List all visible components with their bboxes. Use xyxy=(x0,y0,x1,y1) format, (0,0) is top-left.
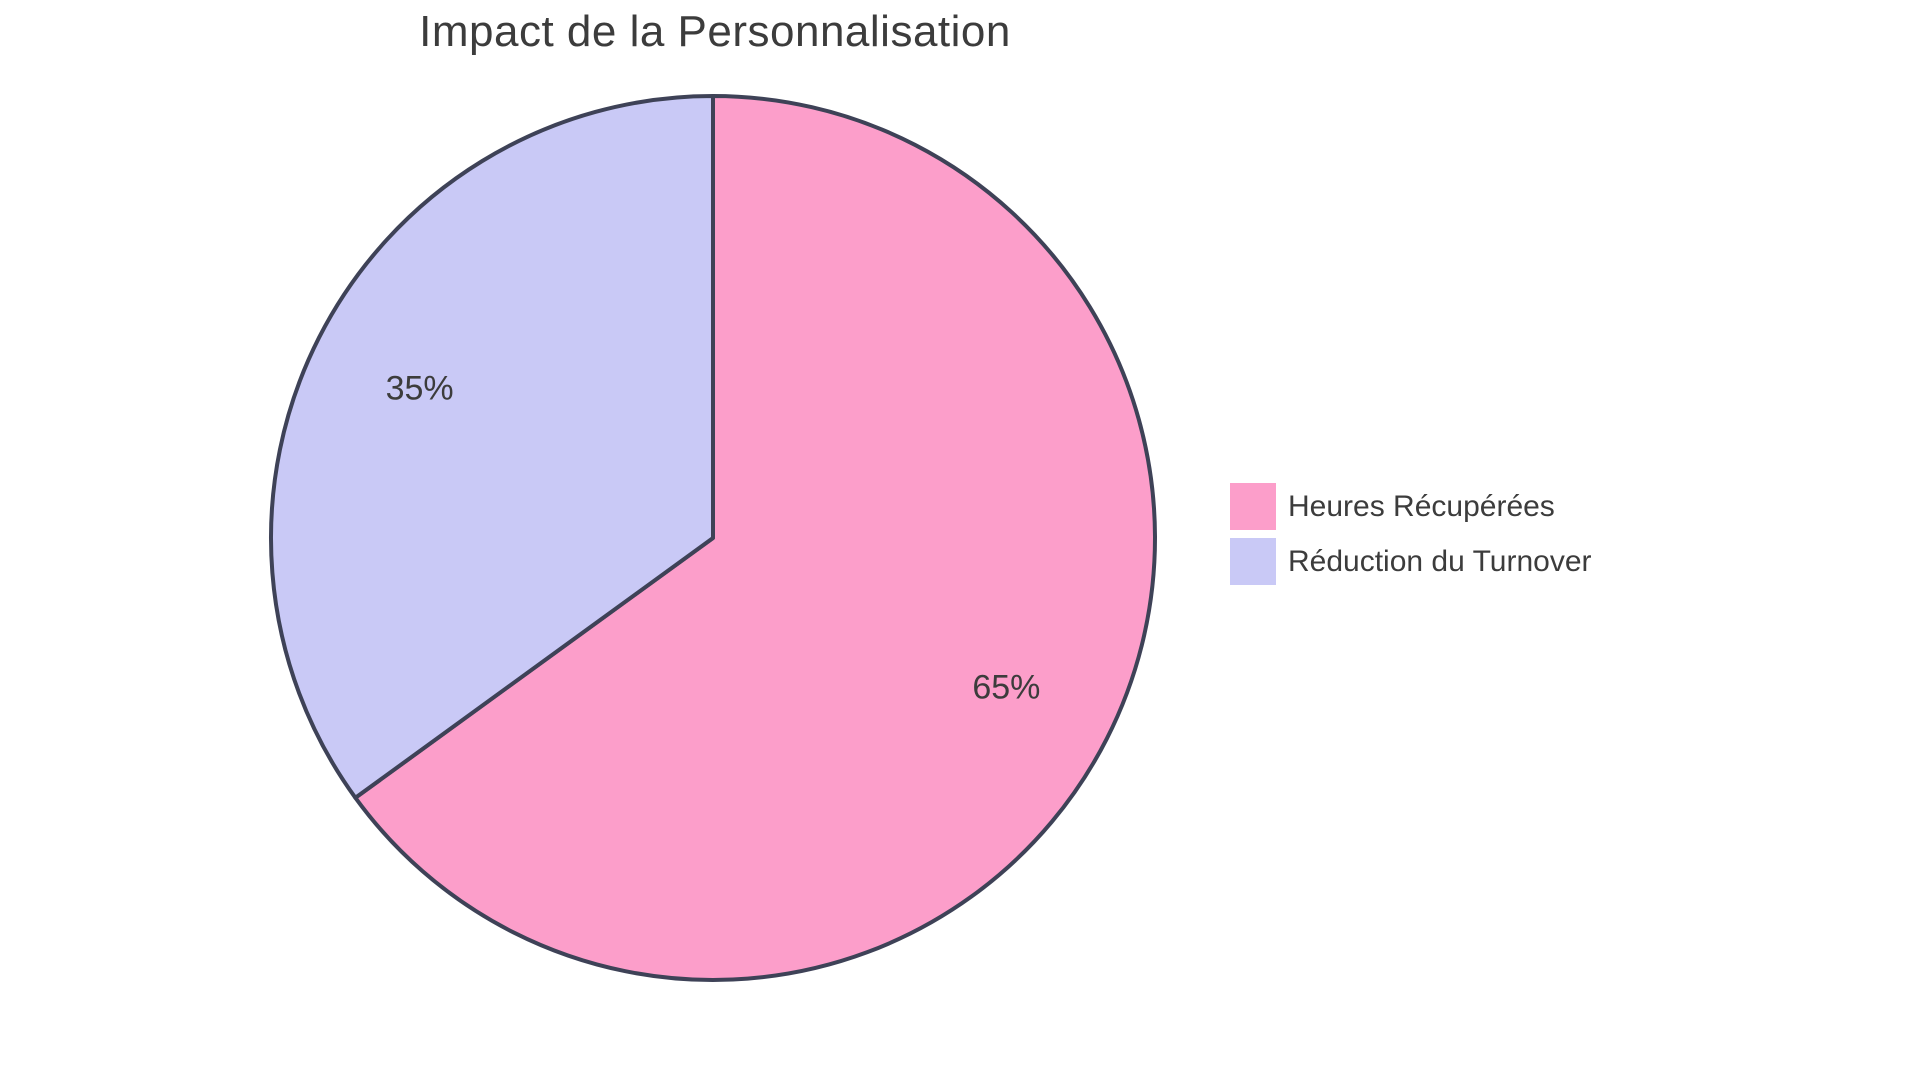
legend-item-heures-recuperees[interactable]: Heures Récupérées xyxy=(1230,483,1592,530)
legend-swatch-heures-recuperees[interactable] xyxy=(1230,483,1276,530)
pie-slice-0-heures-recuperees[interactable] xyxy=(353,94,1157,982)
chart-title: Impact de la Personnalisation xyxy=(419,7,1011,56)
legend-label-heures-recuperees: Heures Récupérées xyxy=(1288,489,1555,523)
slice-value-label-0: 65% xyxy=(972,669,1040,707)
legend-label-reduction-du-turnover: Réduction du Turnover xyxy=(1288,544,1592,578)
legend-item-reduction-du-turnover[interactable]: Réduction du Turnover xyxy=(1230,538,1592,585)
slice-value-label-1: 35% xyxy=(386,370,454,408)
pie-slice-1-reduction-du-turnover[interactable] xyxy=(268,94,715,800)
legend-swatch-reduction-du-turnover[interactable] xyxy=(1230,538,1276,585)
legend: Heures Récupérées Réduction du Turnover xyxy=(1230,483,1592,593)
